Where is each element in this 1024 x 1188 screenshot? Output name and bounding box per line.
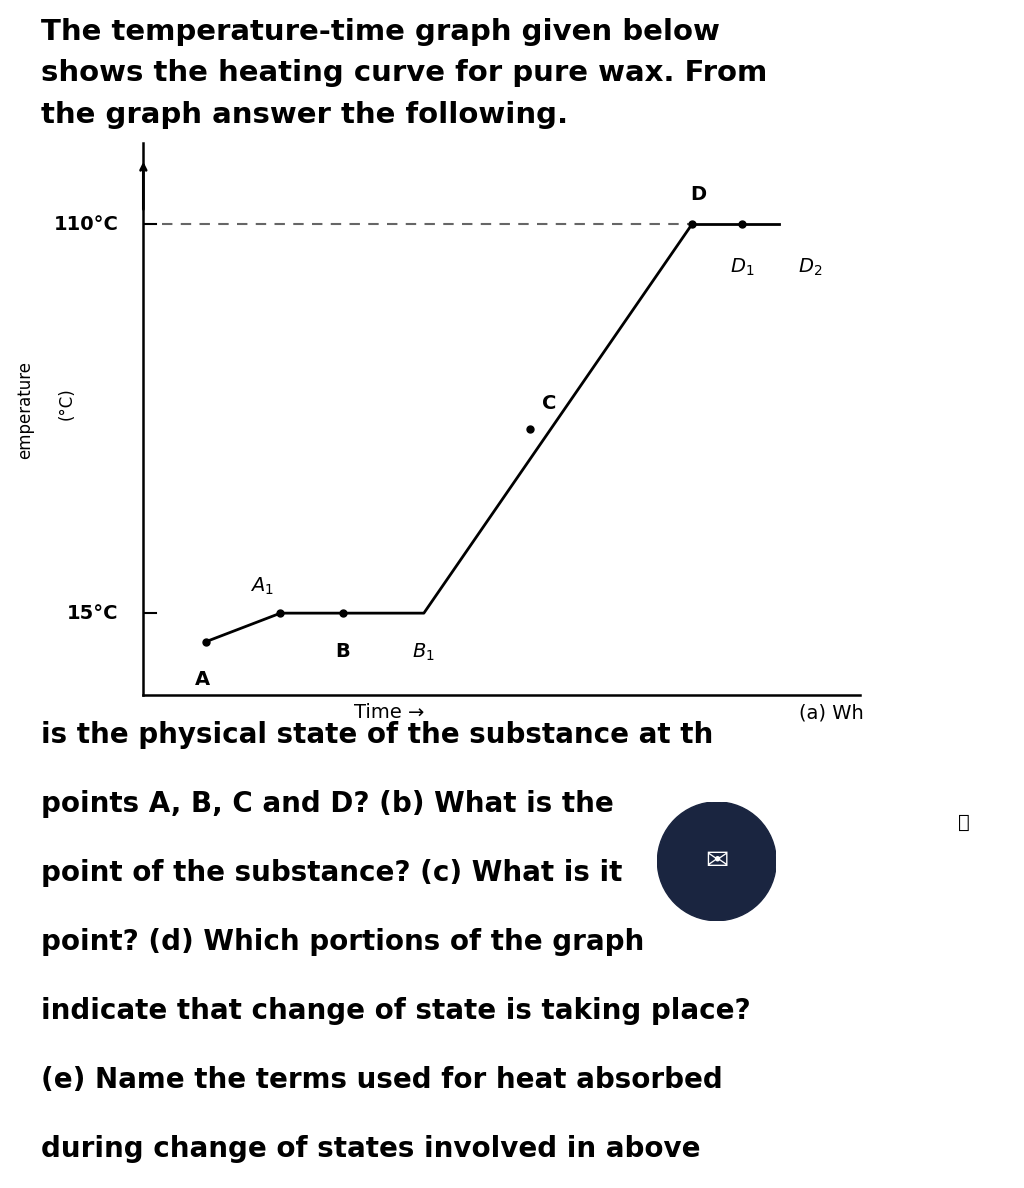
Text: during change of states involved in above: during change of states involved in abov… (41, 1135, 700, 1163)
Text: $D_1$: $D_1$ (729, 257, 754, 278)
Circle shape (657, 802, 776, 921)
Text: the graph answer the following.: the graph answer the following. (41, 101, 568, 129)
Text: Exam Updates: Exam Updates (955, 450, 973, 595)
Text: emperature: emperature (16, 361, 35, 459)
Text: A: A (195, 670, 210, 689)
Text: ☎: ☎ (19, 653, 57, 683)
Text: ✉: ✉ (706, 847, 728, 876)
Text: The temperature-time graph given below: The temperature-time graph given below (41, 18, 720, 46)
Text: 🔔: 🔔 (958, 813, 970, 832)
Text: $D_2$: $D_2$ (798, 257, 822, 278)
Text: (e) Name the terms used for heat absorbed: (e) Name the terms used for heat absorbe… (41, 1066, 723, 1094)
Text: shows the heating curve for pure wax. From: shows the heating curve for pure wax. Fr… (41, 59, 767, 88)
Text: C: C (543, 393, 557, 412)
Text: (°C): (°C) (57, 387, 76, 421)
Text: D: D (690, 185, 707, 204)
Text: 15°C: 15°C (67, 604, 119, 623)
Text: is the physical state of the substance at th: is the physical state of the substance a… (41, 721, 713, 750)
Text: point? (d) Which portions of the graph: point? (d) Which portions of the graph (41, 928, 644, 956)
Text: B: B (336, 642, 350, 661)
Text: points A, B, C and D? (b) What is the: points A, B, C and D? (b) What is the (41, 790, 613, 819)
Text: 110°C: 110°C (53, 215, 119, 234)
Text: $A_1$: $A_1$ (250, 575, 273, 596)
Text: indicate that change of state is taking place?: indicate that change of state is taking … (41, 997, 751, 1025)
Text: point of the substance? (c) What is it: point of the substance? (c) What is it (41, 859, 623, 887)
Text: (a) Wh: (a) Wh (799, 703, 863, 722)
Text: Time →: Time → (354, 703, 424, 722)
Text: $B_1$: $B_1$ (413, 642, 435, 663)
